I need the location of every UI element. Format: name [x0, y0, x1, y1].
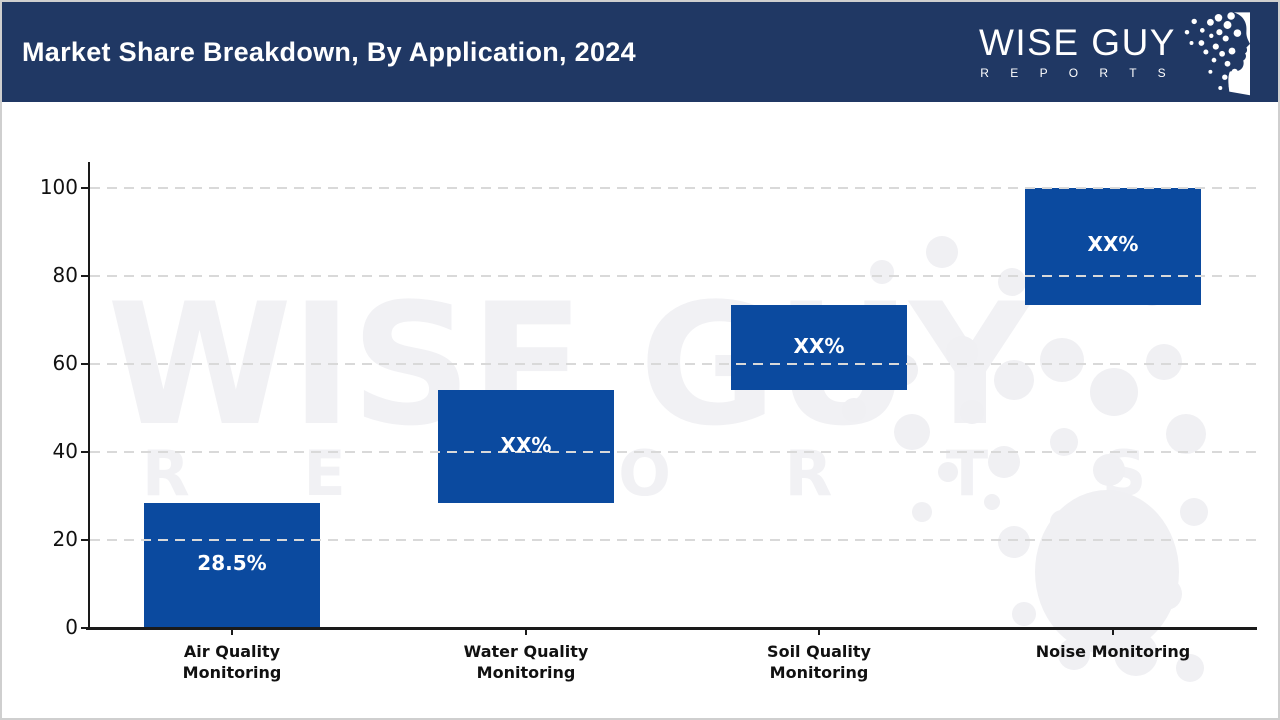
- x-axis-category-label-water-quality-monitoring: Water Quality Monitoring: [463, 642, 589, 682]
- y-axis-tick-label: 0: [65, 615, 78, 639]
- bar-water-quality-monitoring: [438, 390, 614, 503]
- x-axis-line: [86, 627, 1257, 630]
- x-axis-category-label-air-quality-monitoring: Air Quality Monitoring: [182, 642, 282, 682]
- x-axis-category-label-soil-quality-monitoring: Soil Quality Monitoring: [767, 642, 871, 682]
- page-title: Market Share Breakdown, By Application, …: [22, 36, 636, 67]
- logo-wordmark: WISE GUY R E P O R T S: [979, 24, 1176, 80]
- y-axis-tick-label: 80: [52, 263, 78, 287]
- bar-air-quality-monitoring: [144, 502, 320, 628]
- y-axis-tick-mark: [81, 187, 89, 189]
- header: Market Share Breakdown, By Application, …: [2, 2, 1278, 102]
- y-axis-tick-mark: [81, 451, 89, 453]
- gridline: [90, 539, 1257, 541]
- x-axis-category-label-noise-monitoring: Noise Monitoring: [1035, 642, 1191, 661]
- gridline: [90, 187, 1257, 189]
- y-axis-line: [88, 162, 90, 630]
- y-axis-tick-label: 100: [39, 175, 78, 199]
- bar-noise-monitoring: [1025, 188, 1201, 305]
- y-axis-tick-mark: [81, 539, 89, 541]
- x-axis-tick-mark: [231, 628, 233, 635]
- bar-soil-quality-monitoring: [731, 304, 907, 391]
- gridline: [90, 363, 1257, 365]
- gridline: [90, 451, 1257, 453]
- y-axis-tick-mark: [81, 627, 89, 629]
- logo-face-icon: [1184, 12, 1250, 96]
- y-axis-tick-mark: [81, 363, 89, 365]
- plot-area: 0 20 40 60 80 100 28.5% Air Quality Monitoring X…: [2, 102, 1278, 718]
- wise-guy-logo: WISE GUY R E P O R T S: [979, 8, 1250, 96]
- x-axis-tick-mark: [525, 628, 527, 635]
- waterfall-chart: WISE GUY R E P O R T S 0 20 40 60 80 100 28.5%…: [2, 102, 1278, 718]
- y-axis-tick-label: 40: [52, 439, 78, 463]
- y-axis-tick-label: 60: [52, 351, 78, 375]
- x-axis-tick-mark: [818, 628, 820, 635]
- bar-value-label: XX%: [500, 432, 552, 457]
- bar-value-label: XX%: [793, 333, 845, 358]
- gridline: [90, 275, 1257, 277]
- y-axis-tick-mark: [81, 275, 89, 277]
- y-axis-tick-label: 20: [52, 527, 78, 551]
- bar-value-label: XX%: [1087, 232, 1139, 257]
- bar-value-label: 28.5%: [197, 551, 267, 576]
- logo-wordmark-sub: R E P O R T S: [980, 66, 1175, 80]
- logo-wordmark-main: WISE GUY: [978, 22, 1176, 63]
